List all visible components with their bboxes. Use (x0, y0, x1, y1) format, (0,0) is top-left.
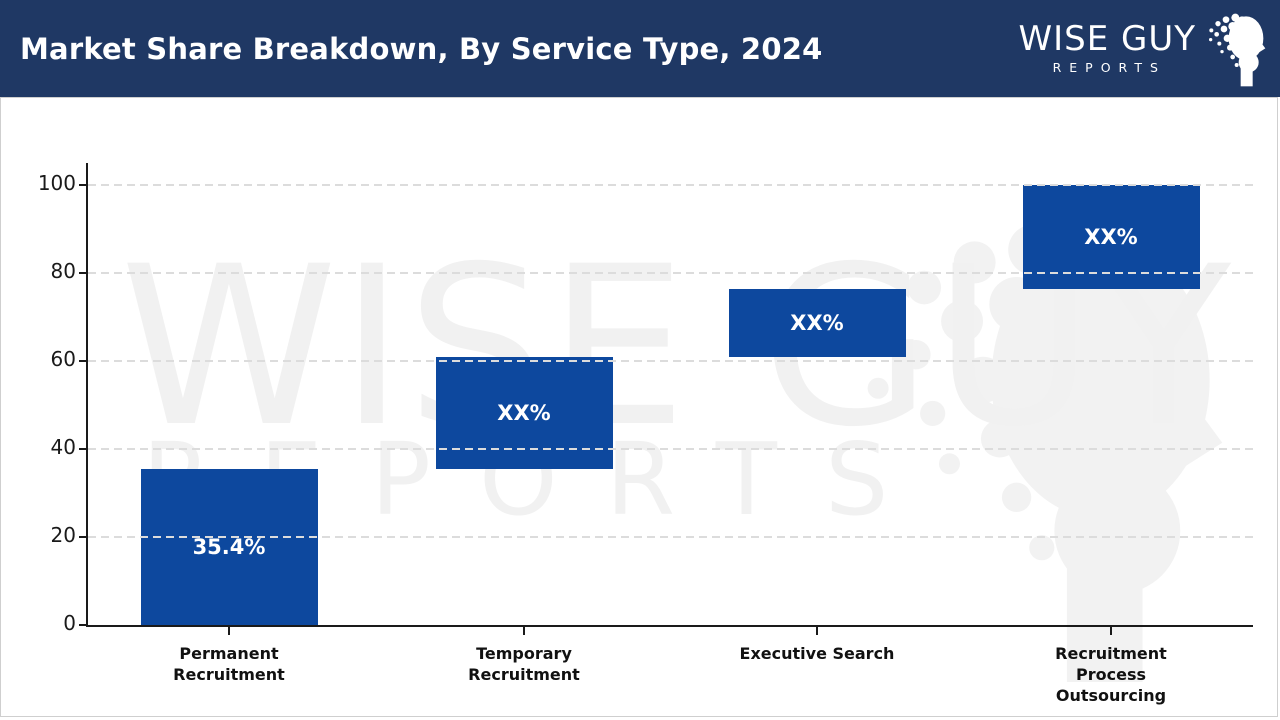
header-bar: Market Share Breakdown, By Service Type,… (0, 0, 1280, 97)
y-tick-label: 0 (63, 611, 76, 635)
grid-line (88, 536, 1253, 538)
grid-line (88, 360, 1253, 362)
x-category-label: Recruitment Process Outsourcing (961, 643, 1261, 706)
y-tick-label: 40 (50, 435, 76, 459)
bar-value-label: XX% (1084, 224, 1138, 249)
y-axis-line (86, 163, 88, 627)
logo-subtext: REPORTS (1052, 60, 1166, 75)
bar-segment (435, 357, 613, 470)
x-category-label-line: Recruitment (173, 665, 285, 684)
x-category-label-line: Process (1076, 665, 1146, 684)
chart-title: Market Share Breakdown, By Service Type,… (20, 31, 823, 66)
x-tick-mark (523, 627, 525, 635)
chart-panel: WISE GUY REPORTS 0 20 40 60 80 100 35.4% Perman… (0, 97, 1278, 717)
x-category-label-line: Temporary (476, 644, 572, 663)
x-category-label-line: Recruitment (468, 665, 580, 684)
chart-area: 0 20 40 60 80 100 35.4% Permanent Recruitment XX%… (1, 98, 1277, 716)
wise-guy-face-icon (1209, 13, 1266, 86)
y-tick-label: 20 (50, 523, 76, 547)
grid-line (88, 272, 1253, 274)
chart-canvas: WISE GUY REPORTS 0 20 40 60 80 100 35.4% Perman… (1, 98, 1277, 716)
y-tick-mark (79, 272, 86, 274)
x-category-label-line: Recruitment (1055, 644, 1167, 663)
x-category-label-line: Executive Search (739, 644, 895, 663)
x-tick-mark (816, 627, 818, 635)
bar-segment (140, 469, 318, 625)
grid-line (88, 448, 1253, 450)
y-tick-label: 80 (50, 259, 76, 283)
x-category-label-line: Permanent (179, 644, 279, 663)
x-category-label: Temporary Recruitment (374, 643, 674, 685)
logo-wordmark: WISE GUY (1018, 19, 1196, 59)
grid-line (88, 184, 1253, 186)
bar-segment (728, 288, 906, 358)
bar-value-label: 35.4% (192, 535, 266, 560)
x-category-label: Permanent Recruitment (79, 643, 379, 685)
x-category-label: Executive Search (667, 643, 967, 664)
y-tick-mark (79, 448, 86, 450)
y-tick-label: 60 (50, 347, 76, 371)
x-tick-mark (228, 627, 230, 635)
x-axis-line (86, 625, 1253, 627)
y-tick-label: 100 (37, 171, 76, 195)
x-tick-mark (1110, 627, 1112, 635)
bar-value-label: XX% (790, 311, 844, 336)
logo-text: WISE GUY REPORTS (1018, 22, 1196, 75)
wise-guy-reports-logo: WISE GUY REPORTS (1018, 9, 1266, 89)
x-category-label-line: Outsourcing (1055, 686, 1167, 705)
y-tick-mark (79, 360, 86, 362)
bar-value-label: XX% (497, 401, 551, 426)
bar-segment (1022, 185, 1200, 289)
y-tick-mark (79, 184, 86, 186)
y-tick-mark (79, 624, 86, 626)
y-tick-mark (79, 536, 86, 538)
